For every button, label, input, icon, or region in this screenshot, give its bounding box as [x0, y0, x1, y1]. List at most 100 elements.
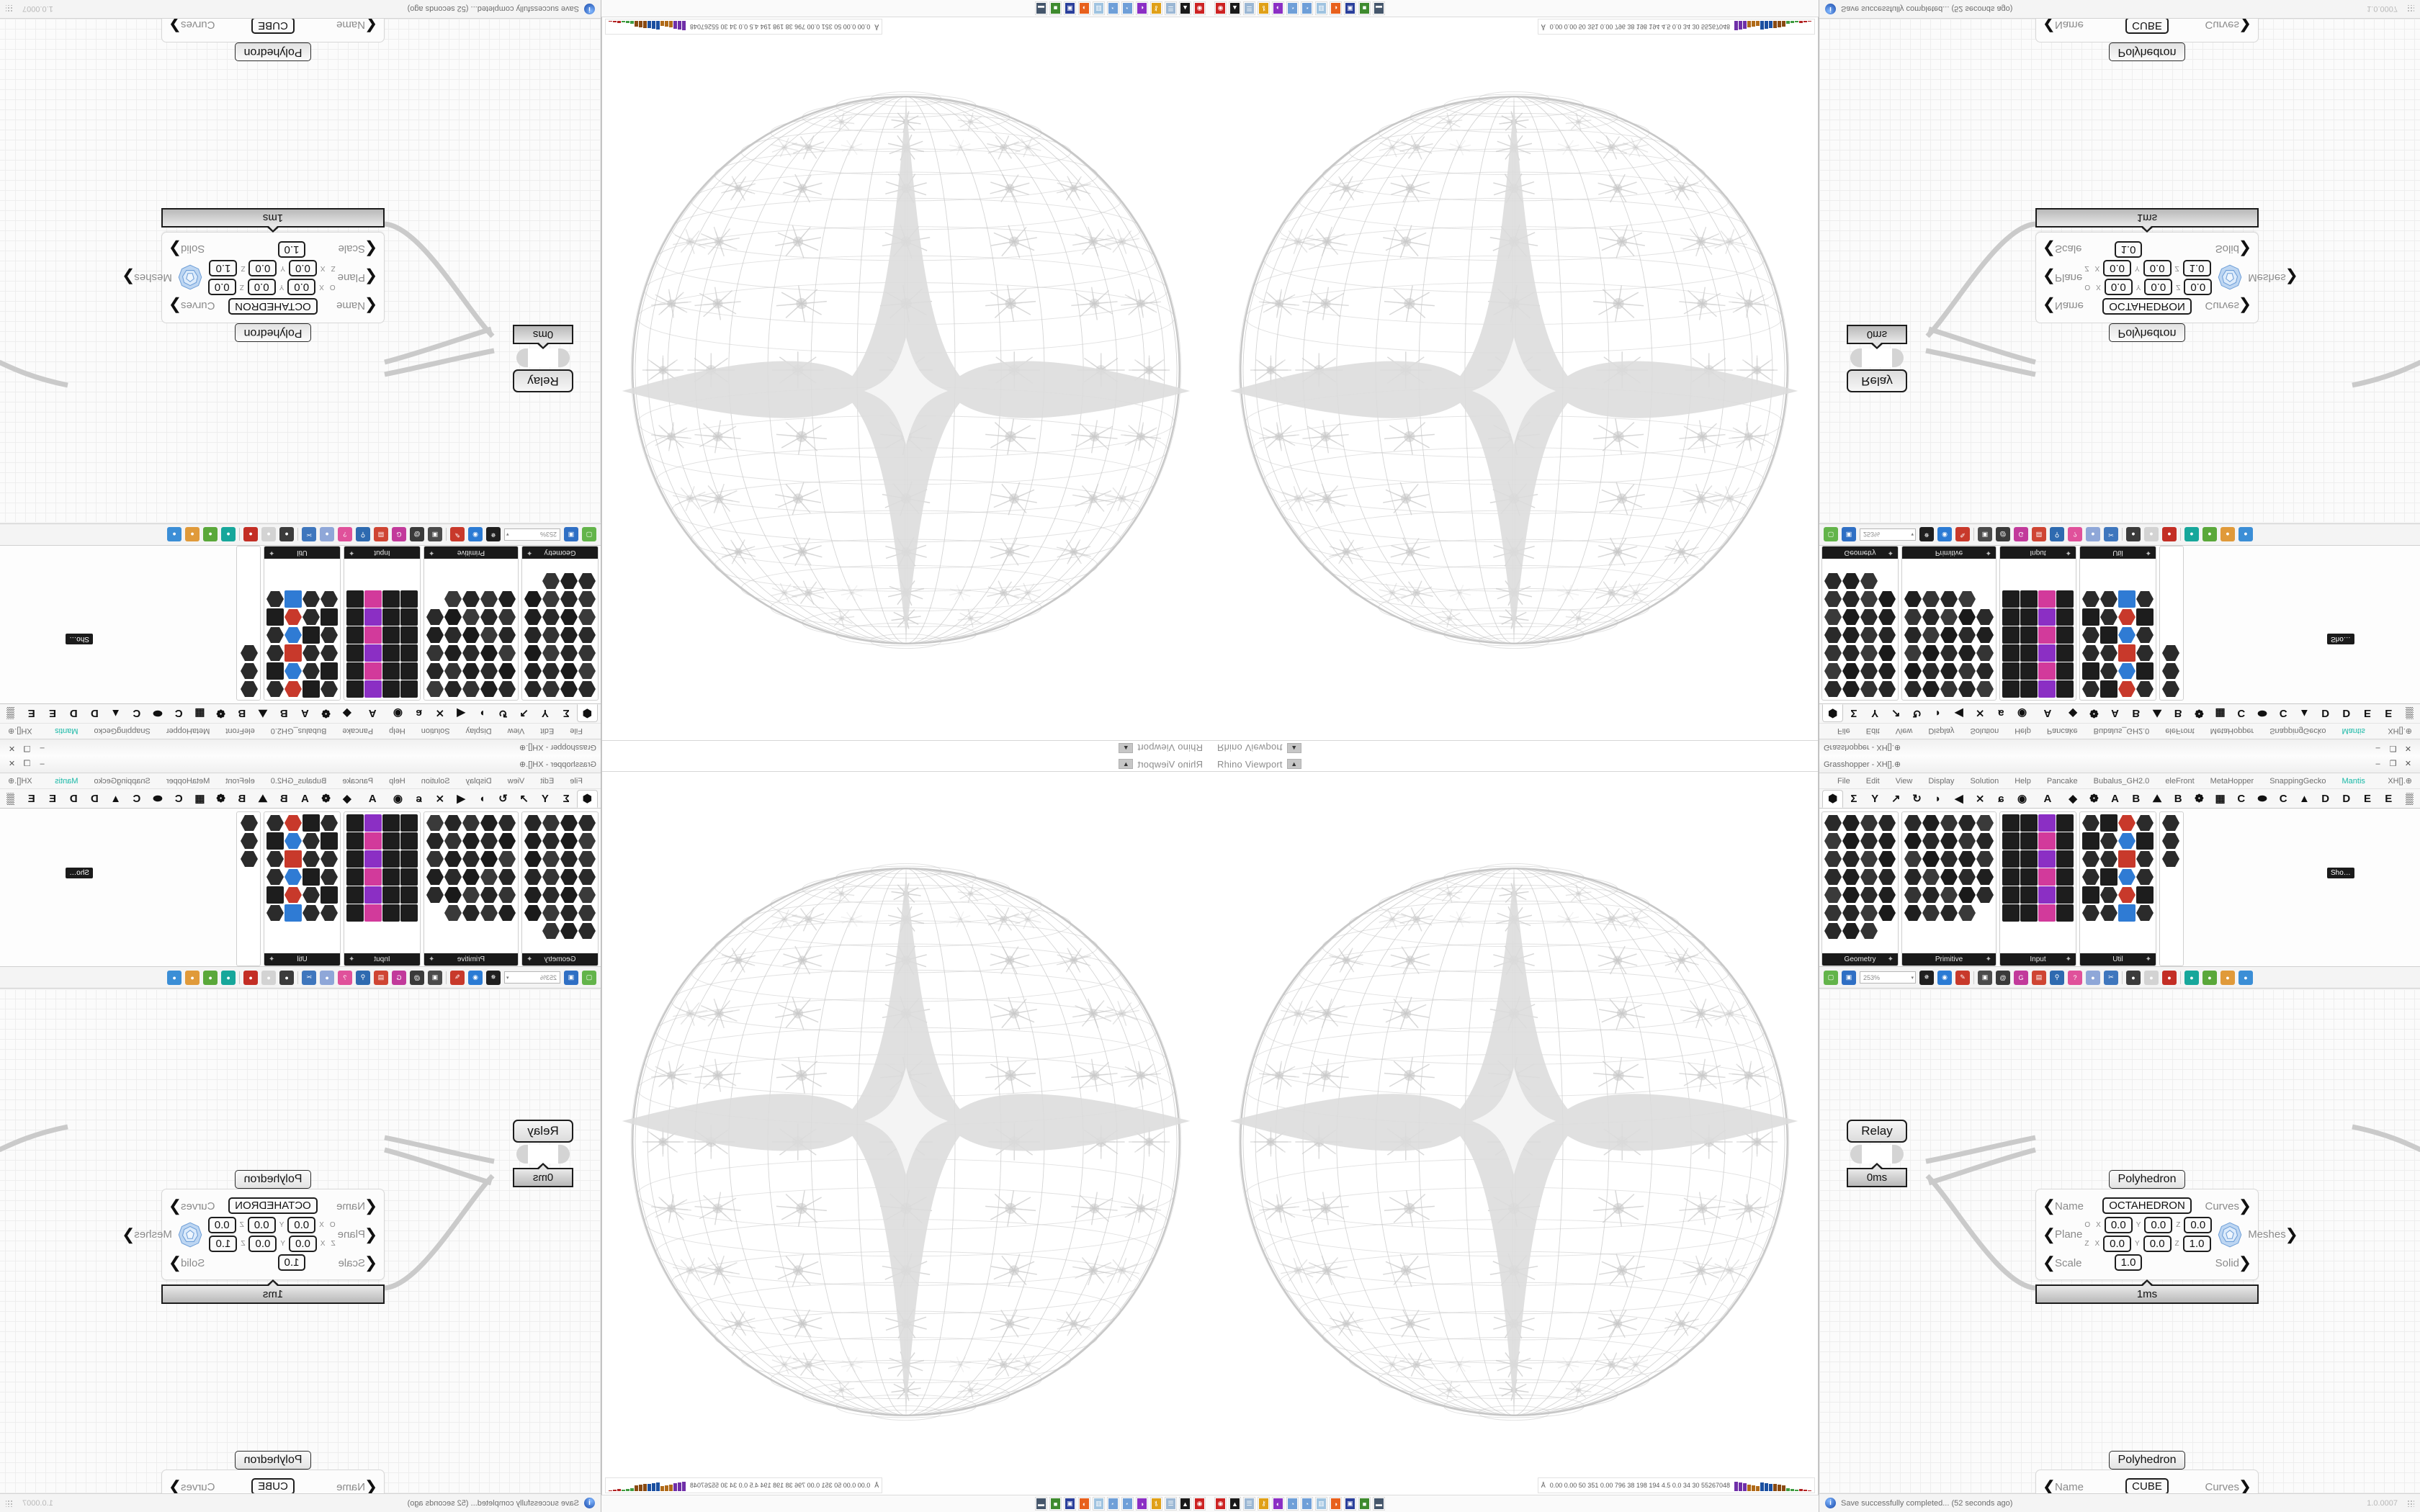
- palette-component-icon[interactable]: [462, 590, 480, 608]
- plugin-c-tab[interactable]: C: [174, 707, 183, 720]
- key-app[interactable]: ⚷: [1258, 1497, 1270, 1511]
- plugin-dots-tab[interactable]: ▒: [6, 707, 14, 720]
- palette-component-icon[interactable]: [2020, 832, 2038, 850]
- plugin-mount-tab[interactable]: ⛰: [2152, 792, 2162, 805]
- menu-bar[interactable]: File Edit View Display Solution Help Pancake Bu…: [0, 773, 601, 789]
- teal-button[interactable]: ●: [2184, 527, 2199, 542]
- gimp-app[interactable]: ◐: [1272, 1497, 1284, 1511]
- definition-canvas[interactable]: Relay 0ms Polyhedron ❮ Name OCTAHEDRON Curve…: [0, 990, 601, 1493]
- plugin-e-tab[interactable]: E: [2364, 707, 2372, 720]
- input-port[interactable]: ❮: [364, 19, 378, 35]
- palette-component-icon[interactable]: [1842, 644, 1860, 662]
- plugin-mount-tab[interactable]: ⛰: [2152, 707, 2162, 720]
- plane-zaxis-0-field[interactable]: 0.0: [2103, 260, 2132, 276]
- palette-component-icon[interactable]: [462, 608, 480, 626]
- palette-component-icon[interactable]: [266, 662, 284, 680]
- palette-component-icon[interactable]: [1824, 832, 1842, 850]
- palette-component-icon[interactable]: [2082, 680, 2099, 698]
- polyhedron-node[interactable]: Polyhedron ❮ Name OCTAHEDRON Curves ❯ ❮ Plane O X…: [122, 208, 385, 342]
- palette-component-icon[interactable]: [364, 662, 382, 680]
- palette-component-icon[interactable]: [480, 608, 498, 626]
- plugin-dots-tab[interactable]: ▒: [2406, 792, 2414, 805]
- palette-group-label-primitive[interactable]: Primitive ✦: [424, 546, 518, 559]
- menu-bar[interactable]: File Edit View Display Solution Help Pancake Bu…: [0, 723, 601, 739]
- vector-tab[interactable]: ↗: [519, 707, 529, 719]
- menu-item-view[interactable]: View: [507, 776, 525, 786]
- palette-component-icon[interactable]: [1824, 922, 1842, 940]
- intersect-tab[interactable]: ⨯: [435, 707, 445, 719]
- palette-component-icon[interactable]: [382, 868, 400, 886]
- terminal-app[interactable]: ■: [1358, 1497, 1371, 1511]
- plugin-orange-tab[interactable]: ⬬: [153, 792, 163, 805]
- palette-component-icon[interactable]: [284, 608, 302, 626]
- vector-tab[interactable]: ↗: [519, 793, 529, 805]
- palette-component-icon[interactable]: [1922, 814, 1940, 832]
- palette-component-icon[interactable]: [542, 644, 560, 662]
- monitor-app[interactable]: ▬: [1035, 1497, 1047, 1511]
- palette-component-icon[interactable]: [302, 904, 320, 922]
- palette-component-icon[interactable]: [578, 590, 596, 608]
- zoom-level-input[interactable]: 253% ▾: [504, 971, 560, 984]
- palette-component-icon[interactable]: [302, 868, 320, 886]
- mesh-tab[interactable]: ◀: [457, 707, 465, 719]
- palette-component-icon[interactable]: [2162, 850, 2179, 868]
- palette-component-icon[interactable]: [346, 850, 364, 868]
- plane-origin-2-field[interactable]: 0.0: [2184, 1217, 2213, 1233]
- palette-component-icon[interactable]: [498, 886, 516, 904]
- palette-component-icon[interactable]: [1842, 904, 1860, 922]
- viewport-menu-arrow[interactable]: ▲: [1119, 743, 1134, 753]
- palette-component-icon[interactable]: [382, 886, 400, 904]
- palette-app[interactable]: ◔: [1286, 1, 1299, 15]
- palette-app[interactable]: ◔: [1121, 1497, 1134, 1511]
- menu-bar[interactable]: File Edit View Display Solution Help Pancake Bu…: [1819, 723, 2420, 739]
- resize-grip[interactable]: [6, 5, 13, 13]
- name-value-field[interactable]: OCTAHEDRON: [228, 1197, 318, 1214]
- mesh-tab[interactable]: ◀: [1955, 707, 1963, 719]
- menu-item-display[interactable]: Display: [465, 726, 492, 736]
- palette-component-icon[interactable]: [284, 886, 302, 904]
- palette-component-icon[interactable]: [1976, 626, 1994, 644]
- palette-component-icon[interactable]: [498, 832, 516, 850]
- palette-component-icon[interactable]: [321, 814, 338, 832]
- palette-component-icon[interactable]: [1860, 886, 1878, 904]
- palette-component-icon[interactable]: [1940, 850, 1958, 868]
- palette-component-icon[interactable]: [266, 850, 284, 868]
- maximize-button[interactable]: ❐: [23, 744, 31, 752]
- canvas-toolbar[interactable]: ▢ ▣ 253% ▾ ✵ ◉ ✎ ▣ @ G ▤ ⚲ ? ● ✂ ● ● ● ●…: [0, 523, 601, 545]
- palette-component-icon[interactable]: [2020, 868, 2038, 886]
- palette-component-icon[interactable]: [241, 850, 258, 868]
- palette-component-icon[interactable]: [2136, 608, 2154, 626]
- palette-component-icon[interactable]: [1958, 814, 1976, 832]
- palette-component-icon[interactable]: [542, 626, 560, 644]
- minimize-button[interactable]: –: [40, 760, 45, 768]
- palette-component-icon[interactable]: [241, 814, 258, 832]
- menu-item-help[interactable]: Help: [2015, 776, 2031, 786]
- grasshopper-titlebar[interactable]: Grasshopper - XH[].⊕ – ❐ ✕: [0, 756, 601, 773]
- palette-component-icon[interactable]: [2056, 590, 2074, 608]
- palette-component-icon[interactable]: [560, 868, 578, 886]
- plugin-b-tab[interactable]: B: [279, 707, 288, 720]
- palette-component-icon[interactable]: [241, 644, 258, 662]
- params-tab[interactable]: ⬢: [576, 789, 598, 808]
- palette-component-icon[interactable]: [1878, 626, 1896, 644]
- green-button[interactable]: ●: [203, 970, 218, 985]
- node-title[interactable]: Polyhedron: [234, 1170, 312, 1189]
- palette-floating-group[interactable]: [236, 811, 261, 966]
- expand-icon[interactable]: ✦: [1985, 549, 1991, 557]
- polyhedron-node[interactable]: Polyhedron❮NameCUBECurves❯❮PlaneOX0.0Y0.…: [161, 19, 385, 61]
- plugin-e2-tab[interactable]: E: [27, 792, 35, 805]
- palette-component-icon[interactable]: [524, 832, 542, 850]
- input-port[interactable]: ❮: [2042, 297, 2056, 315]
- blender-app[interactable]: ▲: [1179, 1, 1191, 15]
- taskbar[interactable]: ◉ ▲ ☰ ⚷ ◐ ◔ ◔ ▥ ◑ ▣ ■ ▬: [601, 0, 1210, 17]
- taskbar[interactable]: ◉ ▲ ☰ ⚷ ◐ ◔ ◔ ▥ ◑ ▣ ■ ▬: [1210, 1495, 1819, 1512]
- palette-component-icon[interactable]: [400, 886, 418, 904]
- palette-component-icon[interactable]: [1842, 814, 1860, 832]
- palette-component-icon[interactable]: [426, 814, 444, 832]
- amber-button[interactable]: ●: [185, 527, 200, 542]
- palette-component-icon[interactable]: [2038, 814, 2056, 832]
- palette-component-icon[interactable]: [2100, 886, 2118, 904]
- notes-app[interactable]: ☰: [1243, 1, 1255, 15]
- maximize-button[interactable]: ❐: [2389, 744, 2397, 752]
- menu-item-snappinggecko[interactable]: SnappingGecko: [94, 726, 151, 736]
